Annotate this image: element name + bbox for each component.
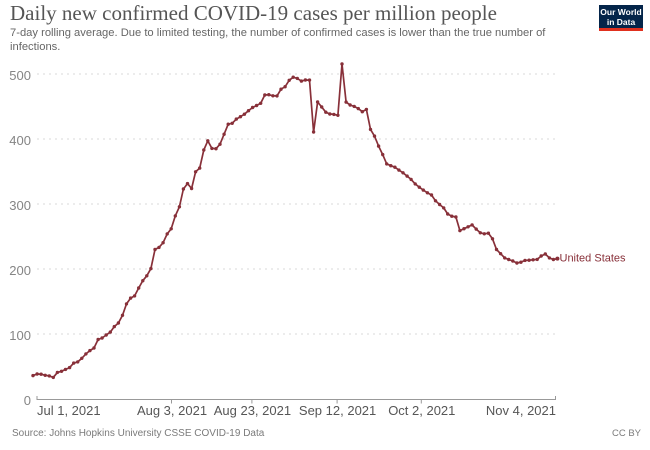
svg-text:Sep 12, 2021: Sep 12, 2021	[299, 403, 376, 418]
svg-text:Oct 2, 2021: Oct 2, 2021	[388, 403, 455, 418]
svg-text:200: 200	[9, 263, 31, 278]
svg-text:Aug 3, 2021: Aug 3, 2021	[137, 403, 207, 418]
svg-text:0: 0	[24, 393, 31, 408]
svg-text:400: 400	[9, 133, 31, 148]
svg-text:100: 100	[9, 328, 31, 343]
svg-text:United States: United States	[560, 253, 627, 265]
svg-text:500: 500	[9, 68, 31, 83]
svg-text:Aug 23, 2021: Aug 23, 2021	[214, 403, 291, 418]
svg-text:300: 300	[9, 198, 31, 213]
svg-text:Jul 1, 2021: Jul 1, 2021	[37, 403, 101, 418]
svg-text:Nov 4, 2021: Nov 4, 2021	[486, 403, 556, 418]
